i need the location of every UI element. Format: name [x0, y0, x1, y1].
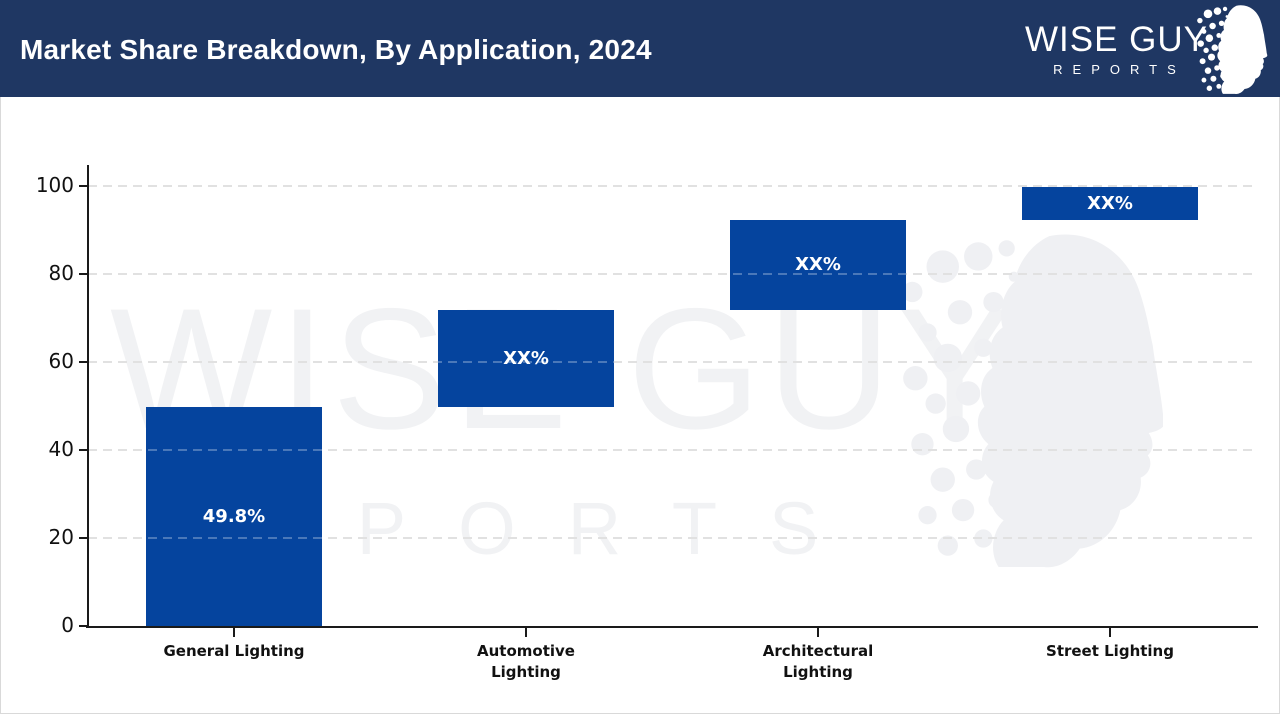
x-tick-mark	[1109, 628, 1111, 637]
watermark-face-icon	[895, 226, 1163, 571]
grid-line-overlay	[88, 273, 1256, 275]
y-tick-mark	[79, 625, 88, 627]
y-tick-label: 80	[48, 261, 74, 285]
grid-line	[88, 449, 1256, 451]
grid-line-overlay	[88, 449, 1256, 451]
y-axis-line	[87, 165, 89, 627]
y-tick-mark	[79, 537, 88, 539]
grid-line	[88, 273, 1256, 275]
grid-line-overlay	[88, 185, 1256, 187]
bar: XX%	[438, 309, 614, 407]
x-tick-label: General Lighting	[163, 642, 305, 660]
grid-line	[88, 361, 1256, 363]
y-tick-mark	[79, 185, 88, 187]
brand-subname: REPORTS	[1053, 62, 1186, 77]
y-tick-label: 40	[48, 437, 74, 461]
y-tick-label: 100	[35, 173, 74, 197]
header-bar: Market Share Breakdown, By Application, …	[0, 0, 1280, 97]
grid-line	[88, 185, 1256, 187]
y-tick-mark	[79, 449, 88, 451]
x-tick-label: Lighting	[491, 663, 561, 681]
bar-label: XX%	[503, 347, 549, 369]
y-tick-mark	[79, 273, 88, 275]
bar: XX%	[730, 219, 906, 310]
y-tick-mark	[79, 361, 88, 363]
bar-label: XX%	[795, 254, 841, 276]
bar-label: XX%	[1087, 192, 1133, 214]
bar: 49.8%	[146, 406, 322, 626]
x-tick-label: Automotive	[477, 642, 575, 660]
grid-line-overlay	[88, 361, 1256, 363]
y-tick-label: 20	[48, 525, 74, 549]
x-tick-label: Architectural	[762, 642, 874, 660]
bar-label: 49.8%	[202, 505, 266, 527]
x-tick-mark	[525, 628, 527, 637]
brand-logo: WISE GUY REPORTS	[1025, 0, 1268, 97]
y-tick-label: 60	[48, 349, 74, 373]
grid-line-overlay	[88, 537, 1256, 539]
x-axis-line	[86, 626, 1258, 628]
x-tick-mark	[817, 628, 819, 637]
chart-title: Market Share Breakdown, By Application, …	[20, 34, 652, 65]
y-tick-label: 0	[61, 613, 74, 637]
brand-name: WISE GUY	[1024, 20, 1208, 59]
x-tick-mark	[233, 628, 235, 637]
x-tick-label: Street Lighting	[1046, 642, 1174, 660]
grid-line	[88, 537, 1256, 539]
brand-logo-text: WISE GUY REPORTS	[1025, 20, 1208, 77]
bar: XX%	[1022, 186, 1198, 220]
x-tick-label: Lighting	[783, 663, 853, 681]
